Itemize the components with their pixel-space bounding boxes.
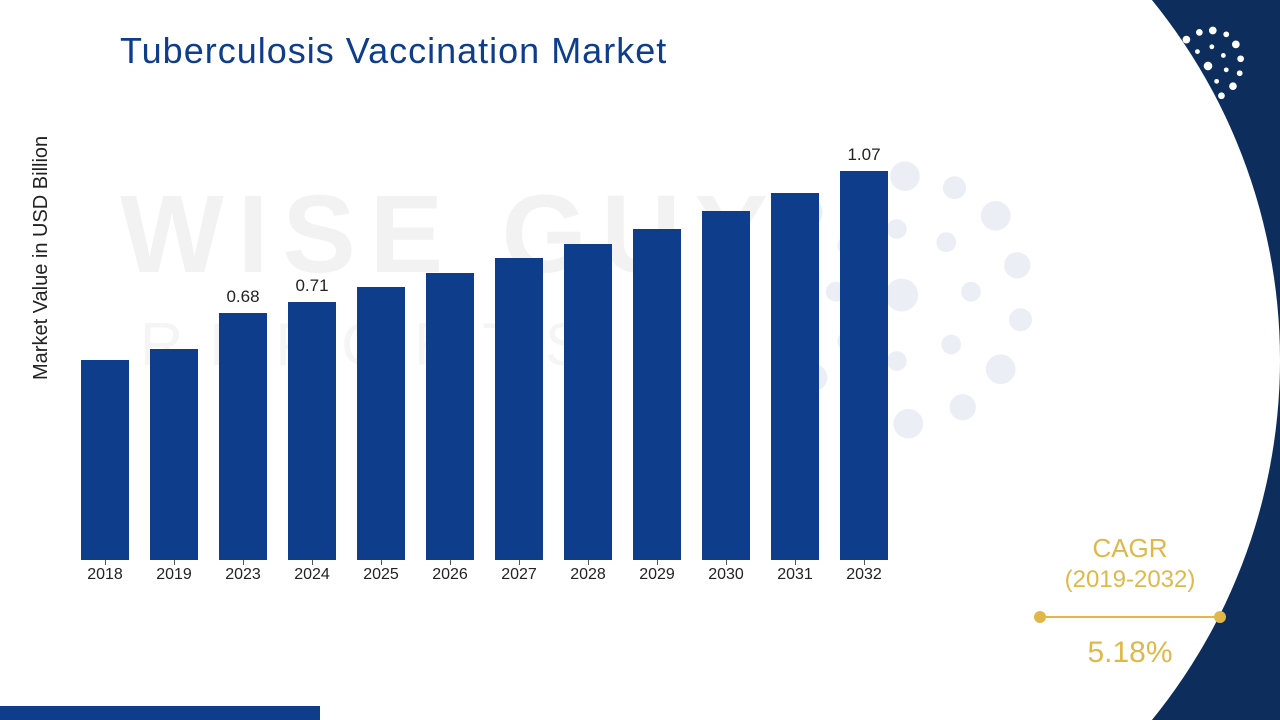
bar	[426, 273, 474, 560]
dot-icon	[1214, 611, 1226, 623]
bar-plot: 0.680.711.07	[75, 160, 905, 560]
bar	[81, 360, 129, 560]
bar	[219, 313, 267, 560]
bar	[840, 171, 888, 560]
chart-panel: Tuberculosis Vaccination Market WISE GUY…	[0, 0, 960, 720]
brand-logo: WISE GUY REPORTS	[958, 22, 1152, 77]
bar	[495, 258, 543, 560]
x-axis-label: 2025	[351, 566, 411, 584]
chart-area: 0.680.711.07 201820192023202420252026202…	[75, 160, 905, 580]
logo-head-icon	[1160, 18, 1256, 114]
x-tick	[174, 560, 175, 565]
x-axis-label: 2023	[213, 566, 273, 584]
x-tick	[381, 560, 382, 565]
bar	[633, 229, 681, 560]
y-axis-label: Market Value in USD Billion	[30, 136, 53, 380]
x-axis-label: 2018	[75, 566, 135, 584]
dot-icon	[1034, 611, 1046, 623]
cagr-years: (2019-2032)	[980, 566, 1280, 594]
cagr-block: CAGR (2019-2032) 5.18%	[980, 533, 1280, 670]
cagr-value: 5.18%	[980, 636, 1280, 670]
bar	[771, 193, 819, 560]
x-axis-label: 2019	[144, 566, 204, 584]
x-axis-label: 2024	[282, 566, 342, 584]
bar	[288, 302, 336, 560]
x-tick	[105, 560, 106, 565]
brand-name-bottom: REPORTS	[958, 57, 1152, 77]
bar	[150, 349, 198, 560]
bar	[702, 211, 750, 560]
x-axis-label: 2027	[489, 566, 549, 584]
x-axis-label: 2031	[765, 566, 825, 584]
bar	[564, 244, 612, 560]
chart-title: Tuberculosis Vaccination Market	[120, 30, 667, 72]
x-axis-label: 2029	[627, 566, 687, 584]
x-tick	[726, 560, 727, 565]
x-tick	[450, 560, 451, 565]
brand-name-top: WISE GUY	[958, 22, 1152, 61]
x-tick	[588, 560, 589, 565]
x-axis-label: 2028	[558, 566, 618, 584]
x-tick	[519, 560, 520, 565]
bar-value-label: 0.71	[282, 276, 342, 296]
bar-value-label: 0.68	[213, 287, 273, 307]
x-axis-label: 2030	[696, 566, 756, 584]
cagr-label: CAGR	[980, 533, 1280, 564]
bar-value-label: 1.07	[834, 145, 894, 165]
cagr-divider	[1040, 616, 1220, 618]
bar	[357, 287, 405, 560]
x-tick	[312, 560, 313, 565]
x-tick	[864, 560, 865, 565]
bottom-accent-bar	[0, 706, 320, 720]
x-axis-label: 2026	[420, 566, 480, 584]
x-axis-label: 2032	[834, 566, 894, 584]
x-tick	[243, 560, 244, 565]
x-tick	[657, 560, 658, 565]
x-tick	[795, 560, 796, 565]
